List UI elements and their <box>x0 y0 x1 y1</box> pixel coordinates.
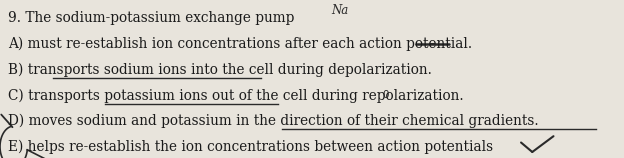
Text: E) helps re-establish the ion concentrations between action potentials: E) helps re-establish the ion concentrat… <box>8 139 493 154</box>
Text: C) transports potassium ions out of the cell during repolarization.: C) transports potassium ions out of the … <box>8 88 464 103</box>
Text: 9. The sodium-potassium exchange pump: 9. The sodium-potassium exchange pump <box>8 11 295 25</box>
Text: D) moves sodium and potassium in the direction of their chemical gradients.: D) moves sodium and potassium in the dir… <box>8 114 539 128</box>
Text: B) transports sodium ions into the cell during depolarization.: B) transports sodium ions into the cell … <box>8 63 432 77</box>
Text: 0: 0 <box>382 90 388 100</box>
Text: Na: Na <box>331 4 349 17</box>
Text: A) must re-establish ion concentrations after each action potential.: A) must re-establish ion concentrations … <box>8 37 472 52</box>
